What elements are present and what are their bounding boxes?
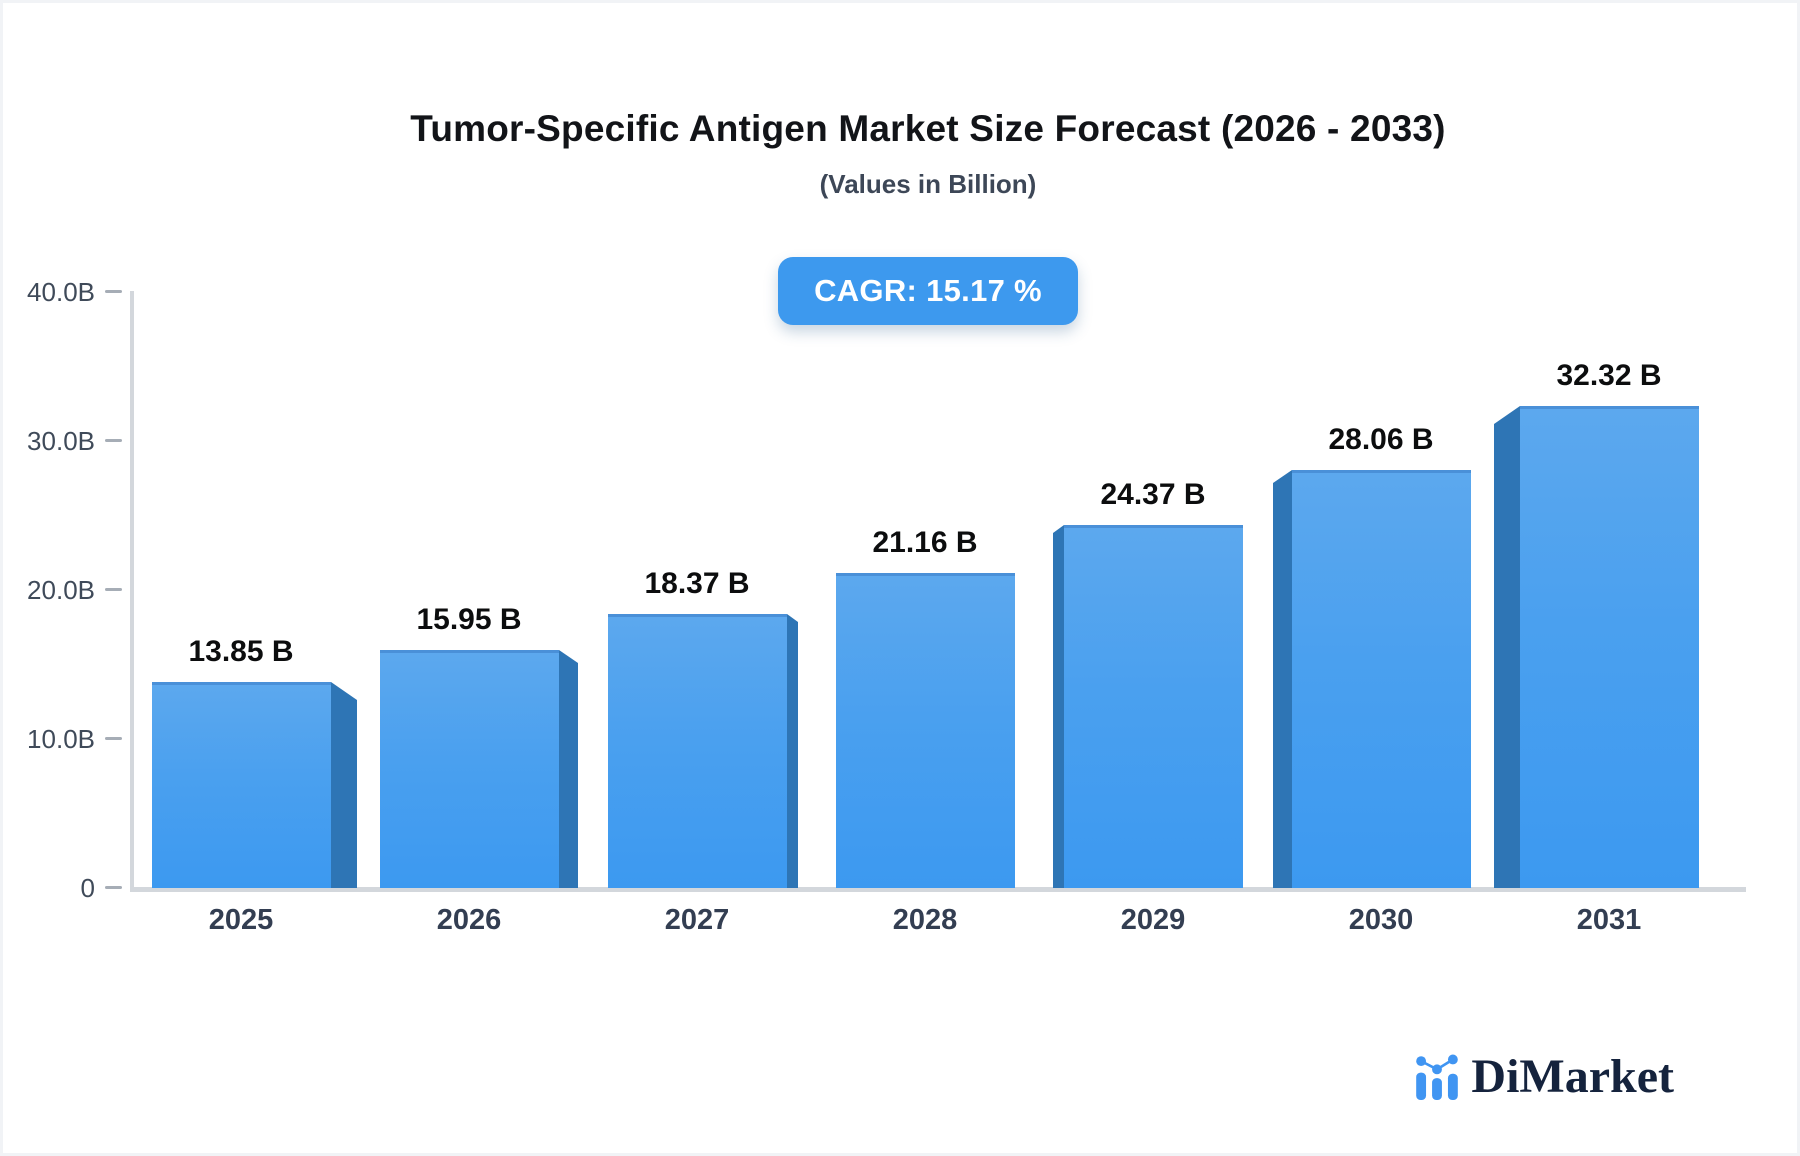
bar-3d-side <box>787 614 798 888</box>
x-axis-line <box>130 887 1746 892</box>
bar-value-label: 32.32 B <box>1556 359 1662 392</box>
x-axis-category-label: 2028 <box>892 904 958 936</box>
bar-3d-side <box>559 650 578 888</box>
chart-title: Tumor-Specific Antigen Market Size Forec… <box>410 108 1446 149</box>
y-tick-label: 10.0B <box>27 724 95 754</box>
cagr-badge-wrap: CAGR: 15.17 % <box>53 257 1797 325</box>
bar-value-label: 18.37 B <box>644 567 750 600</box>
bar-3d-side <box>331 682 357 888</box>
bar <box>1064 525 1243 888</box>
bar-value-label: 15.95 B <box>416 603 522 636</box>
bar <box>152 682 331 888</box>
y-tick-label: 20.0B <box>27 575 95 605</box>
bar <box>1520 406 1699 888</box>
y-tick-mark <box>105 290 122 293</box>
bar <box>380 650 559 888</box>
y-tick-mark <box>105 588 122 591</box>
y-tick-label: 0 <box>80 873 95 903</box>
y-tick-mark <box>105 737 122 740</box>
y-tick-label: 30.0B <box>27 426 95 456</box>
x-axis-category-label: 2026 <box>436 904 502 936</box>
x-axis-category-label: 2025 <box>208 904 274 936</box>
y-tick-mark <box>105 886 122 889</box>
bar-3d-side <box>1494 406 1520 888</box>
x-axis-category-label: 2031 <box>1576 904 1642 936</box>
dimarket-logo-icon <box>1416 1054 1459 1100</box>
bar <box>1292 470 1471 888</box>
cagr-badge: CAGR: 15.17 % <box>778 257 1078 325</box>
bar-value-label: 24.37 B <box>1100 478 1206 511</box>
y-tick-label: 40.0B <box>27 277 95 307</box>
x-axis-category-label: 2027 <box>664 904 730 936</box>
brand-logo: DiMarket <box>1416 1051 1674 1103</box>
bar-value-label: 28.06 B <box>1328 423 1434 456</box>
bar-value-label: 21.16 B <box>872 526 978 559</box>
bar-3d-side <box>1273 470 1292 888</box>
bar <box>836 573 1015 888</box>
x-axis-category-label: 2030 <box>1348 904 1414 936</box>
y-tick-mark <box>105 439 122 442</box>
y-axis-line <box>130 291 134 889</box>
bar <box>608 614 787 888</box>
bar-value-label: 13.85 B <box>188 635 294 668</box>
brand-name: DiMarket <box>1471 1050 1674 1103</box>
x-axis-category-label: 2029 <box>1120 904 1186 936</box>
chart-subtitle: (Values in Billion) <box>819 169 1037 199</box>
bar-3d-side <box>1053 525 1064 888</box>
